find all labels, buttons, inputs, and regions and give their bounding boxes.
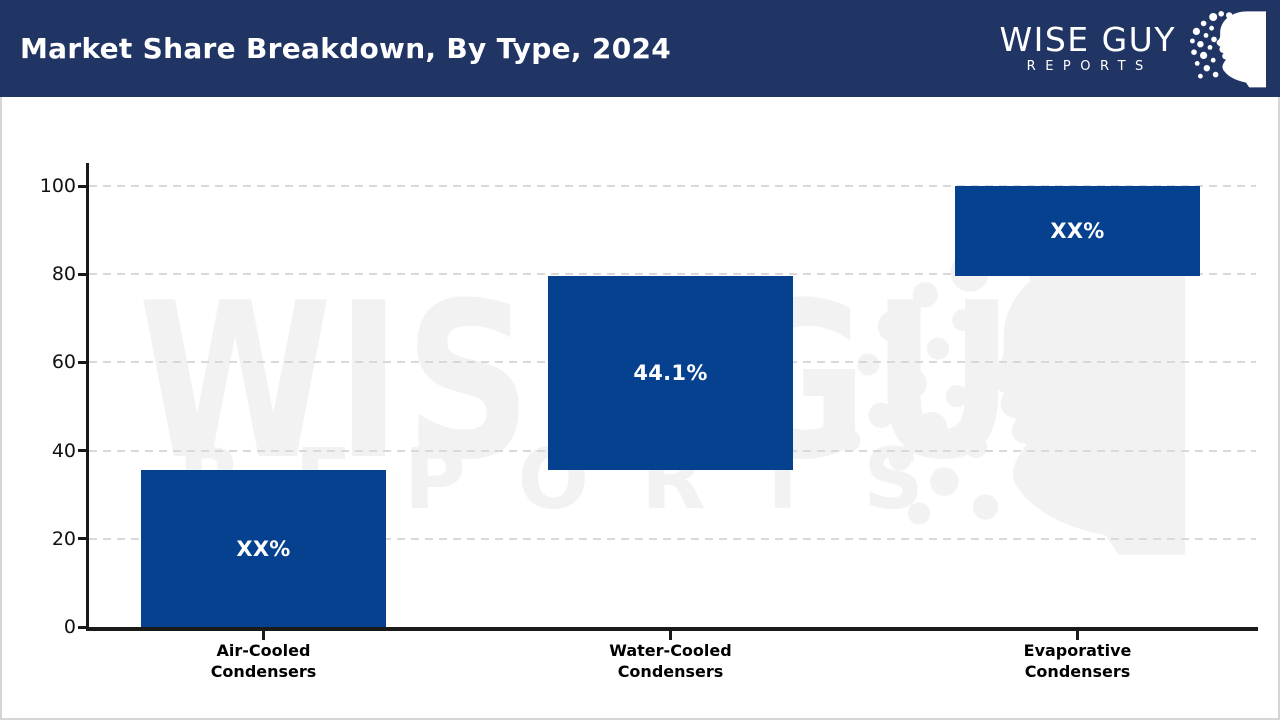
y-axis-tick-label: 80	[51, 263, 76, 286]
y-axis-tick-mark	[78, 449, 88, 453]
x-axis-line	[86, 627, 1258, 631]
frame-border-right	[1278, 97, 1280, 720]
y-axis-tick-label: 0	[63, 616, 76, 638]
bar-evaporative-condensers: XX%	[955, 186, 1200, 276]
y-axis-tick-label: 40	[51, 439, 76, 462]
logo-wordmark: WISE GUY	[999, 19, 1176, 59]
x-axis-category-label-evaporative-condensers: Evaporative Condensers	[1023, 641, 1132, 682]
gridline-y-100	[89, 185, 1256, 187]
y-axis-tick-mark	[78, 184, 88, 188]
x-axis-category-label-air-cooled-condensers: Air-Cooled Condensers	[210, 641, 317, 682]
bar-air-cooled-condensers: XX%	[141, 470, 386, 627]
frame-border-left	[0, 97, 2, 720]
chart-title: Market Share Breakdown, By Type, 2024	[20, 32, 672, 65]
logo-subtext: REPORTS	[1026, 59, 1153, 75]
y-axis-line	[86, 163, 89, 630]
y-axis-tick-label: 60	[51, 351, 76, 374]
frame-border-bottom	[0, 718, 1280, 720]
bar-water-cooled-condensers: 44.1%	[548, 275, 793, 471]
header-banner: Market Share Breakdown, By Type, 2024 WI…	[0, 0, 1280, 97]
y-axis-tick-mark	[78, 537, 88, 541]
x-axis-tick-mark	[669, 631, 672, 640]
y-axis-tick-mark	[78, 360, 88, 364]
y-axis-tick-label: 20	[51, 527, 76, 550]
bar-value-label: 44.1%	[633, 361, 708, 386]
bar-value-label: XX%	[236, 536, 291, 561]
logo-wordmark-block: WISE GUY REPORTS	[999, 23, 1176, 75]
gridline-y-20	[89, 537, 1256, 540]
y-axis-tick-mark	[78, 625, 88, 629]
y-axis-tick-mark	[78, 272, 88, 276]
x-axis-tick-mark	[262, 631, 265, 640]
logo-face-icon	[1190, 10, 1266, 87]
x-axis-tick-mark	[1076, 631, 1079, 640]
wise-guy-reports-logo: WISE GUY REPORTS	[999, 6, 1266, 92]
x-axis-category-label-water-cooled-condensers: Water-Cooled Condensers	[609, 641, 732, 682]
bar-value-label: XX%	[1050, 218, 1105, 243]
gridline-y-80	[89, 273, 1256, 276]
y-axis-tick-label: 100	[39, 175, 76, 197]
